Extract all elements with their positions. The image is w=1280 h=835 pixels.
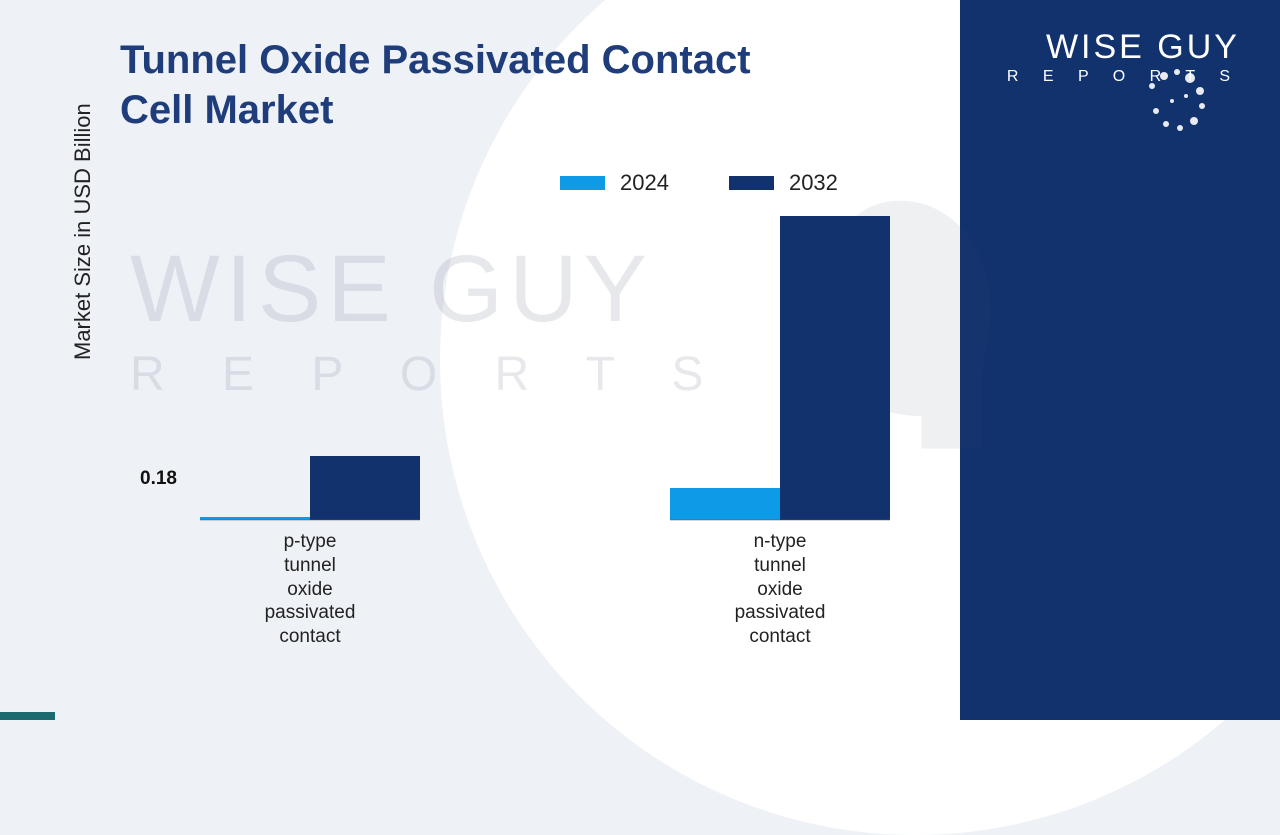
legend-swatch-2024 xyxy=(560,176,605,190)
x-axis-label: p-typetunneloxidepassivatedcontact xyxy=(240,530,380,649)
bar-group: 0.18 xyxy=(200,456,420,520)
logo-sub: R E P O R T S xyxy=(1007,68,1240,86)
bar xyxy=(310,456,420,520)
chart-legend: 2024 2032 xyxy=(560,170,838,196)
legend-item-2024: 2024 xyxy=(560,170,669,196)
legend-swatch-2032 xyxy=(729,176,774,190)
bar xyxy=(670,488,780,520)
legend-item-2032: 2032 xyxy=(729,170,838,196)
baseline xyxy=(670,519,890,521)
logo-main: WISE GUY xyxy=(1007,30,1240,64)
chart-title: Tunnel Oxide Passivated Contact Cell Mar… xyxy=(120,35,820,135)
footer-accent xyxy=(0,712,55,720)
brand-logo: WISE GUY R E P O R T S xyxy=(1007,30,1240,86)
legend-label-2024: 2024 xyxy=(620,170,669,196)
bar-value-label: 0.18 xyxy=(140,468,177,490)
baseline xyxy=(200,519,420,521)
legend-label-2032: 2032 xyxy=(789,170,838,196)
y-axis-title: Market Size in USD Billion xyxy=(70,103,96,360)
right-brand-panel xyxy=(960,0,1280,720)
chart-plot-area: 0.18 xyxy=(110,200,940,520)
x-axis-label: n-typetunneloxidepassivatedcontact xyxy=(710,530,850,649)
bar xyxy=(780,216,890,520)
bar-group xyxy=(670,216,890,520)
